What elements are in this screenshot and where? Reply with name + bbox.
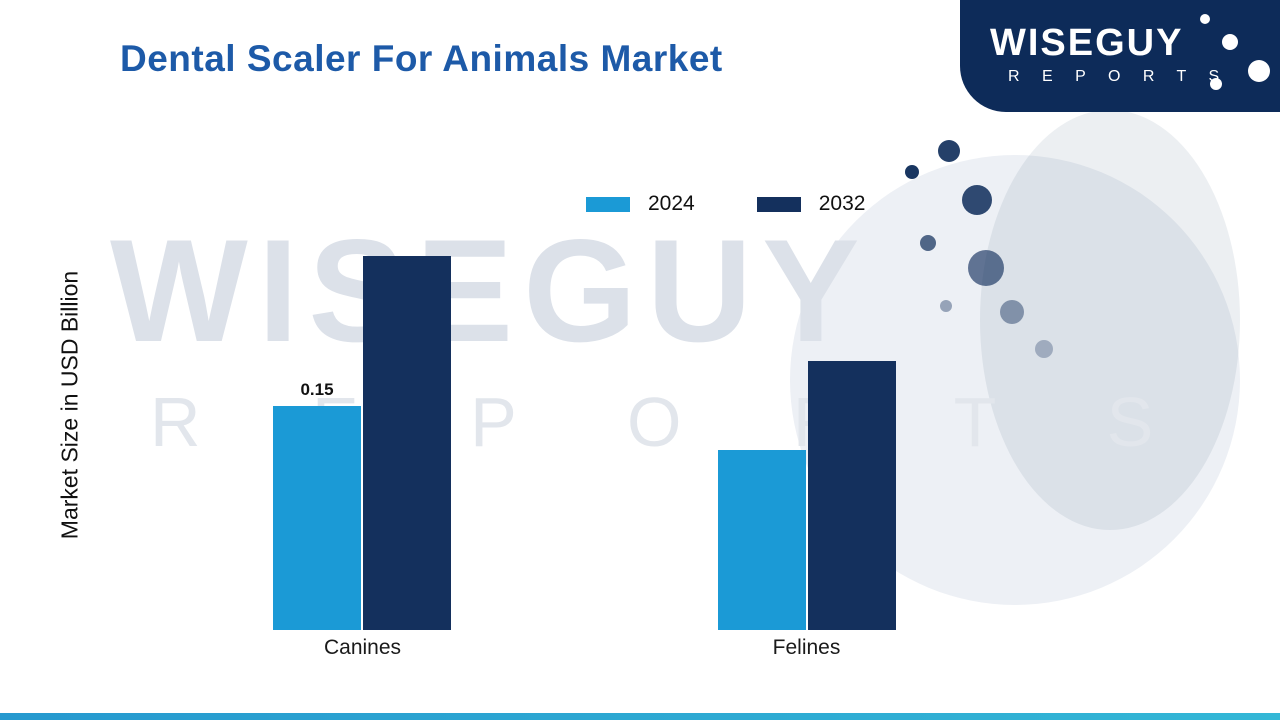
logo-dot-icon (1222, 34, 1238, 50)
watermark-head-shadow (980, 110, 1240, 530)
wiseguy-logo-panel: WISEGUY R E P O R T S (960, 0, 1280, 112)
footer-accent-bar (0, 713, 1280, 720)
decor-dot-icon (905, 165, 919, 179)
decor-dot-icon (962, 185, 992, 215)
legend-swatch-2032 (756, 196, 801, 212)
bar-2024-canines: 0.15 (273, 380, 361, 630)
logo-dot-icon (1210, 78, 1222, 90)
watermark-wordmark: WISEGUY (110, 209, 870, 372)
logo-dot-icon (1200, 14, 1210, 24)
category-label-canines: Canines (323, 636, 402, 659)
legend-label-2024: 2024 (648, 192, 695, 215)
chart-title: Dental Scaler For Animals Market (120, 38, 723, 79)
logo-wordmark: WISEGUY (990, 22, 1184, 64)
category-label-felines: Felines (772, 636, 841, 659)
y-axis-label: Market Size in USD Billion (56, 270, 83, 540)
legend-item-2032: 2032 (756, 192, 866, 216)
legend-label-2032: 2032 (818, 192, 866, 215)
logo-dot-icon (1248, 60, 1270, 82)
bar-group-felines (718, 361, 896, 630)
bar-2024-felines (718, 450, 806, 630)
decor-dot-icon (920, 235, 936, 251)
decor-dot-icon (938, 140, 960, 162)
legend: 2024 2032 (586, 192, 865, 216)
decor-dot-icon (968, 250, 1004, 286)
bar-value-label: 0.15 (300, 380, 334, 399)
decor-dot-icon (940, 300, 952, 312)
legend-item-2024: 2024 (586, 192, 695, 216)
bar-2032-canines (363, 256, 451, 630)
bar-2032-felines (808, 361, 896, 630)
logo-subtitle: R E P O R T S (1008, 68, 1229, 85)
legend-swatch-2024 (586, 196, 630, 212)
bar-group-canines: 0.15 (273, 256, 451, 630)
decor-dot-icon (1000, 300, 1024, 324)
decor-dot-icon (1035, 340, 1053, 358)
